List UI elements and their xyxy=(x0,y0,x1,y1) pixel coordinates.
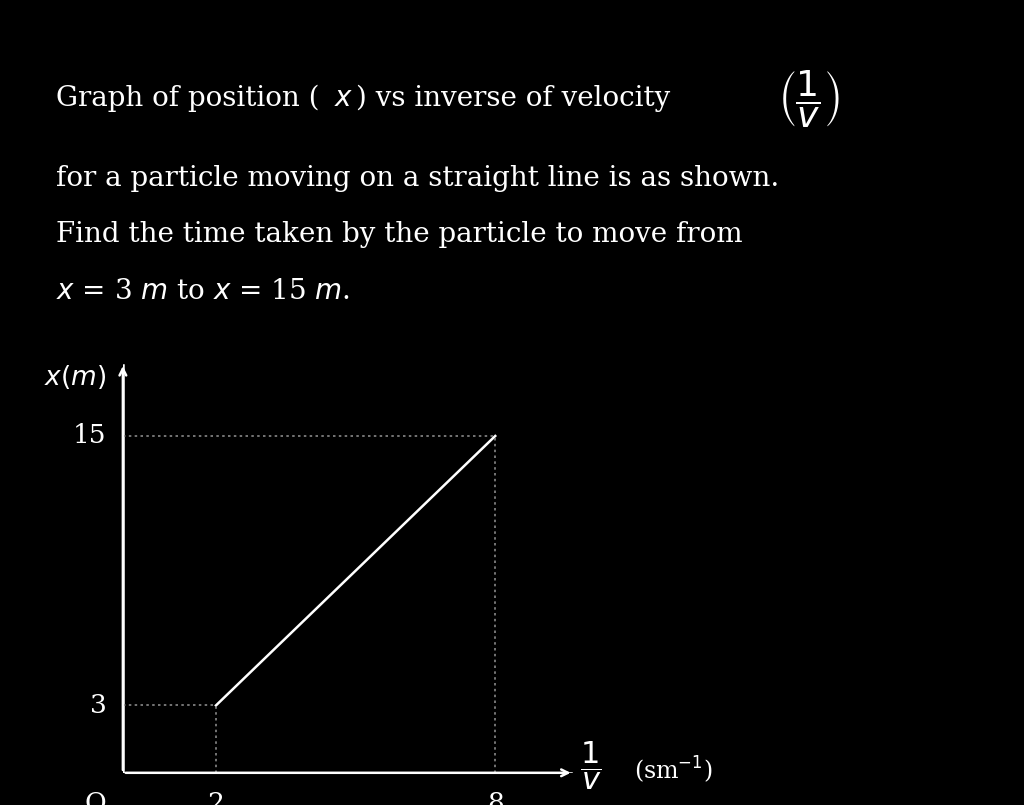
Text: $x$: $x$ xyxy=(334,85,353,112)
Text: 8: 8 xyxy=(486,791,504,805)
Text: $x(m)$: $x(m)$ xyxy=(44,363,106,391)
Text: 2: 2 xyxy=(208,791,224,805)
Text: O: O xyxy=(85,791,106,805)
Text: Graph of position (: Graph of position ( xyxy=(56,85,319,112)
Text: $\dfrac{1}{v}$: $\dfrac{1}{v}$ xyxy=(581,740,602,792)
Text: for a particle moving on a straight line is as shown.: for a particle moving on a straight line… xyxy=(56,165,779,192)
Text: ) vs inverse of velocity: ) vs inverse of velocity xyxy=(356,85,671,112)
Text: Find the time taken by the particle to move from: Find the time taken by the particle to m… xyxy=(56,221,743,249)
Text: (sm$^{-1}$): (sm$^{-1}$) xyxy=(634,754,713,785)
Text: $x$ = 3 $m$ to $x$ = 15 $m$.: $x$ = 3 $m$ to $x$ = 15 $m$. xyxy=(56,278,350,305)
Text: $\left(\dfrac{1}{v}\right)$: $\left(\dfrac{1}{v}\right)$ xyxy=(778,68,840,130)
Text: 3: 3 xyxy=(90,693,106,718)
Text: 15: 15 xyxy=(73,423,106,448)
